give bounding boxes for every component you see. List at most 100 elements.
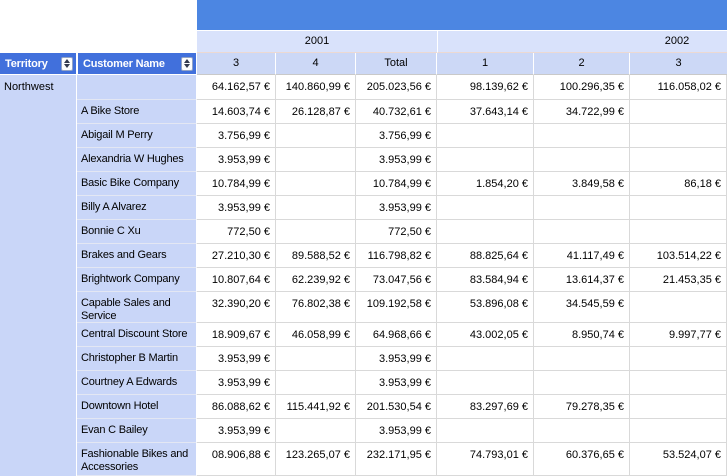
value-cell xyxy=(437,148,534,172)
value-cell xyxy=(630,419,727,443)
value-cell: 3.953,99 € xyxy=(197,419,276,443)
customer-cell: Alexandria W Hughes xyxy=(77,148,197,172)
customer-cell: Fashionable Bikes and Accessories xyxy=(77,443,197,476)
value-cell xyxy=(437,124,534,148)
territory-cell xyxy=(0,292,77,323)
value-cell: 3.849,58 € xyxy=(534,172,630,196)
value-cell: 3.953,99 € xyxy=(356,371,437,395)
territory-cell xyxy=(0,148,77,172)
value-cell: 116.058,02 € xyxy=(630,75,727,100)
value-cell xyxy=(630,100,727,124)
value-cell xyxy=(630,220,727,244)
value-cell xyxy=(437,220,534,244)
year-header-row: 2001 2002 xyxy=(197,31,727,53)
territory-cell xyxy=(0,196,77,220)
month-header-cell: 3 xyxy=(630,53,727,75)
territory-cell xyxy=(0,395,77,419)
value-cell: 74.793,01 € xyxy=(437,443,534,476)
value-cell: 103.514,22 € xyxy=(630,244,727,268)
month-header-cell: 4 xyxy=(276,53,356,75)
sort-customer-button[interactable] xyxy=(181,56,193,71)
value-cell: 41.117,49 € xyxy=(534,244,630,268)
month-header-cell: 1 xyxy=(437,53,534,75)
value-cell: 10.807,64 € xyxy=(197,268,276,292)
value-cell xyxy=(276,220,356,244)
value-cell: 86,18 € xyxy=(630,172,727,196)
value-cell: 123.265,07 € xyxy=(276,443,356,476)
value-cell: 3.953,99 € xyxy=(356,347,437,371)
value-cell: 140.860,99 € xyxy=(276,75,356,100)
customer-column-header: Customer Name xyxy=(78,53,196,75)
value-cell xyxy=(437,347,534,371)
value-cell: 3.953,99 € xyxy=(356,419,437,443)
value-cell: 86.088,62 € xyxy=(197,395,276,419)
report-header-band xyxy=(197,0,727,30)
territory-column-header: Territory xyxy=(0,53,76,75)
value-cell xyxy=(276,172,356,196)
territory-cell xyxy=(0,124,77,148)
value-cell: 116.798,82 € xyxy=(356,244,437,268)
customer-cell: Billy A Alvarez xyxy=(77,196,197,220)
value-cell xyxy=(534,419,630,443)
territory-cell xyxy=(0,443,77,476)
value-cell: 3.756,99 € xyxy=(356,124,437,148)
territory-cell: Northwest xyxy=(0,75,77,100)
value-cell: 98.139,62 € xyxy=(437,75,534,100)
year-label-2001: 2001 xyxy=(304,35,330,47)
value-cell: 8.950,74 € xyxy=(534,323,630,347)
value-cell: 772,50 € xyxy=(197,220,276,244)
value-cell: 109.192,58 € xyxy=(356,292,437,323)
value-cell: 3.953,99 € xyxy=(197,196,276,220)
value-cell xyxy=(630,148,727,172)
value-cell xyxy=(534,220,630,244)
territory-cell xyxy=(0,100,77,124)
data-grid: Northwest 64.162,57 €140.860,99 €205.023,… xyxy=(0,75,727,476)
value-cell: 18.909,67 € xyxy=(197,323,276,347)
value-cell: 60.376,65 € xyxy=(534,443,630,476)
sort-territory-button[interactable] xyxy=(61,56,73,71)
value-cell: 14.603,74 € xyxy=(197,100,276,124)
value-cell: 64.162,57 € xyxy=(197,75,276,100)
value-cell: 3.953,99 € xyxy=(197,148,276,172)
value-cell xyxy=(630,371,727,395)
value-cell: 83.584,94 € xyxy=(437,268,534,292)
value-cell: 115.441,92 € xyxy=(276,395,356,419)
value-cell: 37.643,14 € xyxy=(437,100,534,124)
sort-up-icon xyxy=(184,59,190,63)
value-cell: 76.802,38 € xyxy=(276,292,356,323)
value-cell xyxy=(534,347,630,371)
year-header-2001: 2001 xyxy=(197,31,438,53)
value-cell: 100.296,35 € xyxy=(534,75,630,100)
territory-cell xyxy=(0,371,77,395)
value-cell xyxy=(276,347,356,371)
sort-down-icon xyxy=(64,64,70,68)
value-cell: 3.756,99 € xyxy=(197,124,276,148)
value-cell xyxy=(437,196,534,220)
value-cell xyxy=(276,124,356,148)
value-cell: 73.047,56 € xyxy=(356,268,437,292)
month-header-cell: Total xyxy=(356,53,437,75)
territory-header-label: Territory xyxy=(5,57,48,70)
value-cell: 3.953,99 € xyxy=(356,196,437,220)
year-header-2002: 2002 xyxy=(438,31,727,53)
value-cell xyxy=(630,196,727,220)
value-cell xyxy=(630,395,727,419)
value-cell xyxy=(534,371,630,395)
value-cell xyxy=(437,419,534,443)
customer-cell: A Bike Store xyxy=(77,100,197,124)
value-cell: 62.239,92 € xyxy=(276,268,356,292)
value-cell: 88.825,64 € xyxy=(437,244,534,268)
value-cell: 83.297,69 € xyxy=(437,395,534,419)
territory-cell xyxy=(0,323,77,347)
customer-cell: Basic Bike Company xyxy=(77,172,197,196)
value-cell xyxy=(630,124,727,148)
value-cell xyxy=(276,196,356,220)
value-cell: 26.128,87 € xyxy=(276,100,356,124)
value-cell xyxy=(534,148,630,172)
territory-cell xyxy=(0,172,77,196)
value-cell: 34.722,99 € xyxy=(534,100,630,124)
value-cell: 9.997,77 € xyxy=(630,323,727,347)
value-cell: 53.896,08 € xyxy=(437,292,534,323)
month-header-row: 3 4 Total 1 2 3 xyxy=(197,53,727,75)
